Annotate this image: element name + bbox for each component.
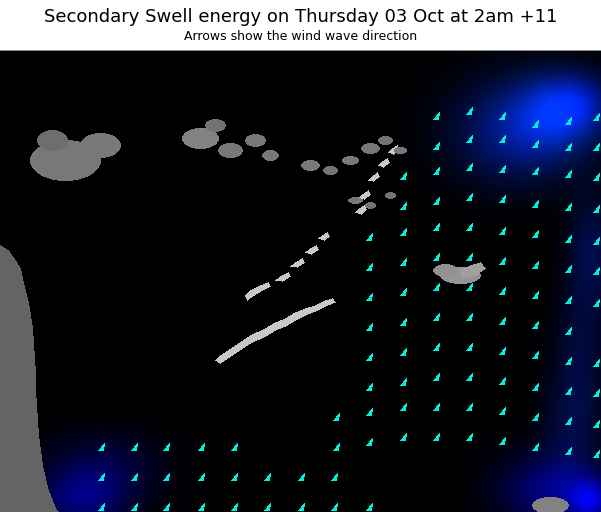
Text: Secondary Swell energy on Thursday 03 Oct at 2am +11: Secondary Swell energy on Thursday 03 Oc… <box>44 9 557 27</box>
Text: Arrows show the wind wave direction: Arrows show the wind wave direction <box>184 30 417 42</box>
